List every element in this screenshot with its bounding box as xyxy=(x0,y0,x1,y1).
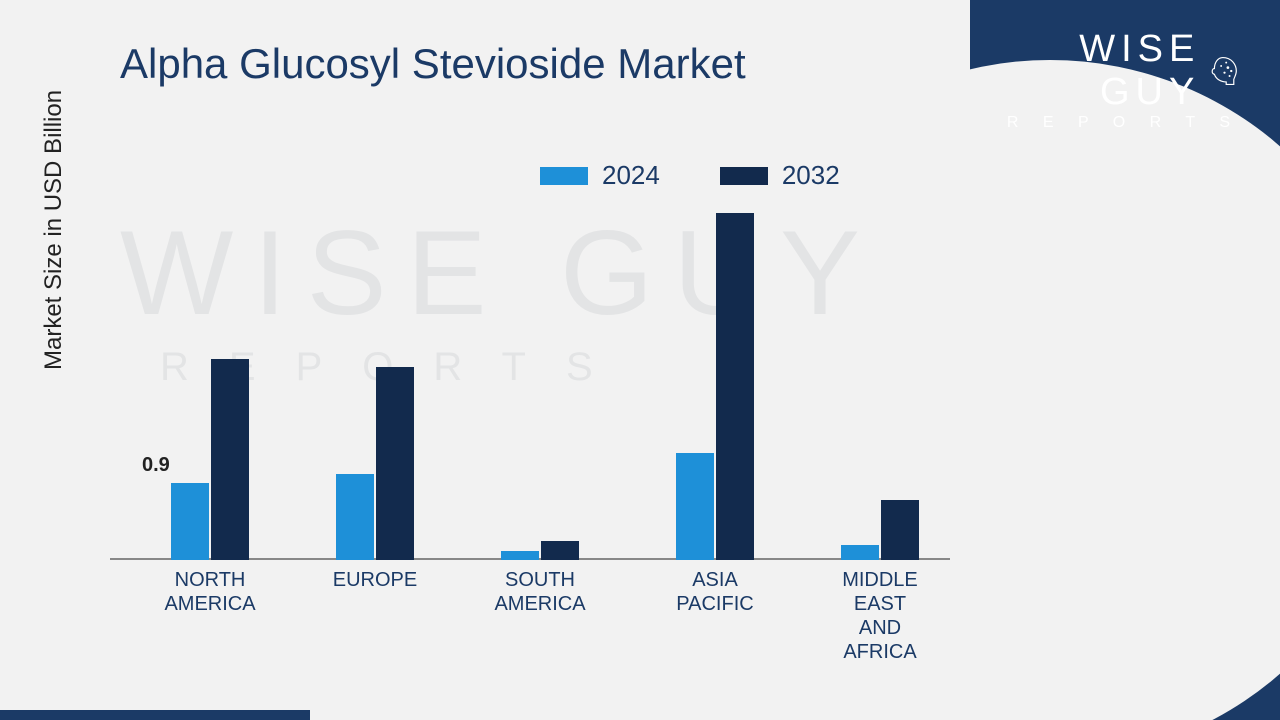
bar xyxy=(841,545,879,560)
legend-swatch-2032 xyxy=(720,167,768,185)
brand-logo-top: WISE GUY xyxy=(1000,28,1240,114)
bar-group xyxy=(305,367,445,560)
legend-swatch-2024 xyxy=(540,167,588,185)
bar xyxy=(171,483,209,560)
category-label: MIDDLEEASTANDAFRICA xyxy=(810,568,950,664)
brand-top-text: WISE GUY xyxy=(1000,28,1200,114)
bar-group xyxy=(810,500,950,560)
bar xyxy=(881,500,919,560)
y-axis-label: Market Size in USD Billion xyxy=(40,90,68,370)
category-label: SOUTHAMERICA xyxy=(470,568,610,616)
infographic-stage: WISE GUY R E P O R T S Alpha Glucosyl St… xyxy=(0,0,1280,720)
brand-logo: WISE GUY R E P O R T S xyxy=(1000,28,1240,132)
category-label: EUROPE xyxy=(305,568,445,592)
chart-title: Alpha Glucosyl Stevioside Market xyxy=(120,40,746,88)
bar xyxy=(676,453,714,560)
bar xyxy=(541,541,579,560)
category-label: ASIAPACIFIC xyxy=(645,568,785,616)
legend-label-2032: 2032 xyxy=(782,160,840,191)
bar xyxy=(376,367,414,560)
value-label: 0.9 xyxy=(142,454,170,477)
bar-group xyxy=(645,213,785,560)
bar xyxy=(336,474,374,560)
plot-area: 0.9 xyxy=(110,200,950,560)
bar xyxy=(501,551,539,560)
category-label: NORTHAMERICA xyxy=(140,568,280,616)
legend-item-2032: 2032 xyxy=(720,160,840,191)
legend-label-2024: 2024 xyxy=(602,160,660,191)
bottom-accent-bar xyxy=(0,710,310,720)
bar xyxy=(716,213,754,560)
head-icon xyxy=(1206,51,1240,91)
brand-sub-text: R E P O R T S xyxy=(1000,114,1240,132)
legend: 2024 2032 xyxy=(540,160,840,191)
legend-item-2024: 2024 xyxy=(540,160,660,191)
bar-group xyxy=(470,541,610,560)
bar xyxy=(211,359,249,560)
